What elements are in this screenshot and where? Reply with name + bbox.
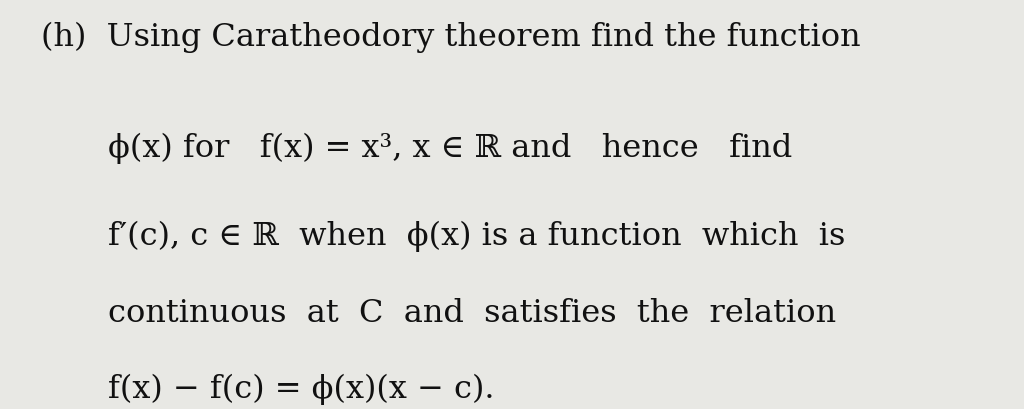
Text: f(x) − f(c) = ϕ(x)(x − c).: f(x) − f(c) = ϕ(x)(x − c). (108, 374, 494, 405)
Text: (h)  Using Caratheodory theorem find the function: (h) Using Caratheodory theorem find the … (41, 22, 860, 53)
Text: continuous  at  C  and  satisfies  the  relation: continuous at C and satisfies the relati… (108, 298, 836, 329)
Text: f′(c), c ∈ ℝ  when  ϕ(x) is a function  which  is: f′(c), c ∈ ℝ when ϕ(x) is a function whi… (108, 220, 845, 252)
Text: ϕ(x) for   f(x) = x³, x ∈ ℝ and   hence   find: ϕ(x) for f(x) = x³, x ∈ ℝ and hence find (108, 133, 792, 164)
